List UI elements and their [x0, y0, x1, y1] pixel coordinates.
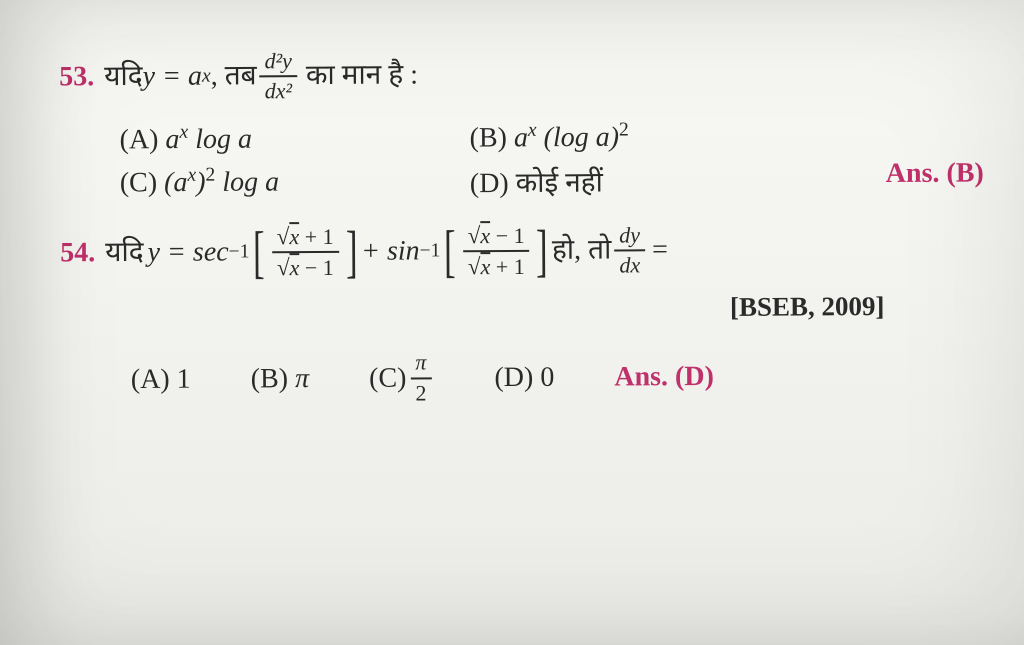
- opt-b-base: a: [514, 123, 528, 154]
- q54-f1-num-post: + 1: [299, 224, 334, 249]
- q54-lhs: y = sec: [147, 232, 228, 274]
- sqrt-icon: √: [468, 222, 481, 248]
- q54-f2-num-var: x: [480, 223, 490, 248]
- q54-f2-num: √x − 1: [463, 223, 530, 253]
- q54-f2-den: √x + 1: [463, 252, 530, 280]
- qnum-53: 53.: [59, 56, 94, 98]
- q54-option-a: (A) 1: [131, 363, 191, 395]
- opt-c-tail: log a: [222, 166, 279, 197]
- q54-f1-den-var: x: [290, 255, 300, 280]
- left-bracket-icon: [: [253, 229, 265, 275]
- q54-sec-sup: −1: [229, 238, 250, 267]
- q54-b-val: π: [295, 363, 309, 394]
- q54-c-frac: π 2: [410, 351, 431, 405]
- page-content: 53. यदि y = ax , तब d²y dx² का मान है : …: [0, 0, 1024, 438]
- q54-f1-num: √x + 1: [272, 224, 339, 254]
- q54-f2-den-post: + 1: [490, 254, 525, 279]
- q53-eq-sup: x: [202, 62, 211, 91]
- q54-equals: =: [652, 229, 668, 271]
- q54-c-label: (C): [369, 362, 406, 394]
- opt-b-tail1: (log a): [544, 122, 620, 153]
- q54-frac1: √x + 1 √x − 1: [272, 224, 339, 281]
- q54-text-pre: यदि: [105, 232, 144, 274]
- q53-frac-den: dx²: [260, 77, 298, 103]
- q54-f1-den: √x − 1: [272, 253, 339, 281]
- q54-a-label: (A): [131, 363, 177, 394]
- opt-c-pre: (a: [164, 167, 187, 198]
- opt-c-sup2: 2: [205, 164, 215, 185]
- q54-answer: Ans. (D): [614, 361, 714, 394]
- q54-option-d: (D) 0: [494, 361, 554, 393]
- q53-option-d: (D) कोई नहीं: [470, 158, 730, 205]
- q54-citation: [BSEB, 2009]: [60, 292, 884, 327]
- q54-text-mid: हो, तो: [552, 230, 612, 272]
- q53-option-b: (B) ax (log a)2: [469, 115, 729, 159]
- sqrt-icon: √: [277, 254, 290, 280]
- q54-a-val: 1: [177, 363, 191, 394]
- q54-d-val: 0: [540, 361, 554, 392]
- question-54: 54. यदि y = sec−1 [ √x + 1 √x − 1 ] + si…: [60, 220, 964, 282]
- q53-frac-num: d²y: [259, 49, 297, 77]
- q54-sin-sup: −1: [420, 237, 441, 266]
- opt-b-tail-sup: 2: [619, 120, 629, 141]
- q54-option-b: (B) π: [251, 363, 310, 395]
- opt-b-label: (B): [470, 123, 514, 154]
- opt-c-mid: ): [196, 167, 205, 198]
- q54-option-c: (C) π 2: [369, 351, 435, 406]
- q54-f1-den-post: − 1: [299, 255, 334, 280]
- q54-b-label: (B): [251, 363, 295, 394]
- opt-a-label: (A): [120, 125, 166, 156]
- q54-dydx-den: dx: [614, 251, 645, 277]
- q53-eq-lhs: y = a: [143, 56, 203, 98]
- q54-plus: + sin: [361, 231, 420, 273]
- q54-f2-num-post: − 1: [490, 223, 525, 248]
- q54-dydx-num: dy: [614, 223, 645, 251]
- q54-c-den: 2: [410, 379, 431, 405]
- question-53: 53. यदि y = ax , तब d²y dx² का मान है :: [59, 46, 963, 105]
- sqrt-icon: √: [277, 223, 290, 249]
- q53-text-pre: यदि: [104, 56, 143, 98]
- sqrt-icon: √: [468, 253, 481, 279]
- opt-a-tail: log a: [195, 124, 252, 155]
- q54-bracket2: [ √x − 1 √x + 1 ]: [440, 222, 552, 279]
- opt-a-base: a: [165, 124, 179, 155]
- q54-options: (A) 1 (B) π (C) π 2 (D) 0 Ans. (D): [131, 348, 965, 407]
- right-bracket-icon: ]: [345, 229, 357, 275]
- q54-f1-num-var: x: [289, 224, 299, 249]
- q53-option-c: (C) (ax)2 log a: [120, 159, 380, 206]
- opt-c-label: (C): [120, 167, 164, 198]
- left-bracket-icon: [: [444, 228, 456, 274]
- q54-c-num: π: [410, 351, 431, 379]
- right-bracket-icon: ]: [536, 228, 548, 274]
- opt-d-label: (D): [470, 168, 516, 199]
- q54-frac2: √x − 1 √x + 1: [463, 223, 530, 280]
- q53-option-a: (A) ax log a: [119, 117, 379, 161]
- qnum-54: 54.: [60, 232, 95, 274]
- q53-options: (A) ax log a (B) ax (log a)2 (C) (ax)2 l…: [119, 114, 963, 207]
- opt-b-sup: x: [528, 120, 537, 141]
- q54-dydx: dy dx: [614, 223, 645, 278]
- q54-f2-den-var: x: [480, 254, 490, 279]
- q53-answer: Ans. (B): [886, 158, 984, 191]
- q54-bracket1: [ √x + 1 √x − 1 ]: [249, 223, 361, 280]
- opt-a-sup: x: [179, 122, 188, 143]
- q53-text-mid: , तब: [211, 56, 257, 98]
- q53-text-post: का मान है :: [306, 55, 418, 98]
- opt-d-text: कोई नहीं: [516, 167, 603, 198]
- q53-fraction: d²y dx²: [259, 49, 297, 104]
- q54-d-label: (D): [494, 362, 540, 393]
